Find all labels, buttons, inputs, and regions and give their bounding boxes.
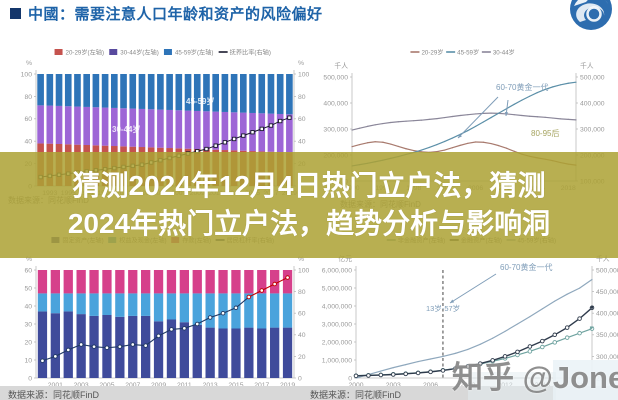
svg-text:60: 60 xyxy=(24,267,32,274)
svg-text:40: 40 xyxy=(298,332,306,339)
svg-text:2,000,000: 2,000,000 xyxy=(322,339,352,346)
footer-strip xyxy=(0,386,618,400)
svg-text:500,000: 500,000 xyxy=(596,267,618,274)
svg-text:60: 60 xyxy=(298,116,306,123)
svg-text:亿元: 亿元 xyxy=(338,254,352,263)
watermark-background-patch xyxy=(553,360,618,400)
svg-text:2015: 2015 xyxy=(228,382,243,389)
svg-text:%: % xyxy=(26,60,32,67)
svg-text:2005: 2005 xyxy=(99,382,114,389)
overlay-title-line2: 2024年热门立户法，趋势分析与影响洞 xyxy=(67,208,551,239)
svg-text:30-44岁: 30-44岁 xyxy=(112,124,140,134)
svg-text:2011: 2011 xyxy=(177,382,192,389)
svg-text:100: 100 xyxy=(21,71,33,78)
svg-text:40: 40 xyxy=(24,303,32,310)
svg-text:40: 40 xyxy=(24,139,32,146)
svg-text:500,000: 500,000 xyxy=(580,74,605,81)
svg-text:20: 20 xyxy=(298,354,306,361)
svg-text:0: 0 xyxy=(28,375,32,382)
svg-text:0: 0 xyxy=(298,375,302,382)
svg-text:千人: 千人 xyxy=(596,254,610,263)
svg-text:2007: 2007 xyxy=(125,382,140,389)
zhihu-watermark: 知乎 @Jones xyxy=(452,360,618,395)
svg-text:50: 50 xyxy=(24,285,32,292)
svg-text:%: % xyxy=(298,256,304,263)
svg-text:2003: 2003 xyxy=(386,382,401,389)
svg-text:6,000,000: 6,000,000 xyxy=(322,267,352,274)
title-bullet-icon xyxy=(10,8,21,19)
svg-text:80-95后: 80-95后 xyxy=(531,128,559,138)
watermark-background-patch xyxy=(468,372,556,400)
asset-growth-line-chart: 0 1,000,000 2,000,000 3,000,000 4,000,000 5,0… xyxy=(322,236,618,389)
svg-text:60-70黄金一代: 60-70黄金一代 xyxy=(500,262,552,272)
brand-swirl-logo-icon xyxy=(570,0,612,30)
svg-text:2006: 2006 xyxy=(423,382,438,389)
svg-text:千人: 千人 xyxy=(580,61,594,70)
svg-text:60: 60 xyxy=(24,116,32,123)
svg-text:2013: 2013 xyxy=(203,382,218,389)
svg-text:2009: 2009 xyxy=(460,382,475,389)
svg-text:13岁-57岁: 13岁-57岁 xyxy=(426,303,460,313)
svg-text:80: 80 xyxy=(298,94,306,101)
svg-text:45-59岁: 45-59岁 xyxy=(457,48,479,56)
svg-text:300,000: 300,000 xyxy=(323,126,348,133)
svg-text:500,000: 500,000 xyxy=(323,74,348,81)
svg-text:80: 80 xyxy=(298,289,306,296)
svg-text:60-70黄金一代: 60-70黄金一代 xyxy=(496,82,548,92)
svg-text:30: 30 xyxy=(24,321,32,328)
svg-text:400,000: 400,000 xyxy=(323,100,348,107)
svg-text:300,000: 300,000 xyxy=(596,354,618,361)
svg-text:%: % xyxy=(26,256,32,263)
svg-text:4,000,000: 4,000,000 xyxy=(322,303,352,310)
svg-text:100: 100 xyxy=(298,267,310,274)
svg-text:40: 40 xyxy=(298,139,306,146)
svg-text:2009: 2009 xyxy=(151,382,166,389)
svg-text:45-59岁(左轴): 45-59岁(左轴) xyxy=(175,48,214,56)
overlay-title-banner: 猜测2024年12月4日热门立户法，猜测 2024年热门立户法，趋势分析与影响洞 xyxy=(0,152,618,258)
svg-text:2000: 2000 xyxy=(348,382,363,389)
svg-text:30-44岁: 30-44岁 xyxy=(493,48,515,56)
svg-text:10: 10 xyxy=(24,357,32,364)
svg-text:400,000: 400,000 xyxy=(596,311,618,318)
svg-text:100: 100 xyxy=(298,71,310,78)
svg-text:20: 20 xyxy=(24,339,32,346)
svg-text:30-44岁(左轴): 30-44岁(左轴) xyxy=(120,48,159,56)
svg-text:0: 0 xyxy=(348,375,352,382)
svg-text:3,000,000: 3,000,000 xyxy=(322,321,352,328)
svg-text:45-59岁: 45-59岁 xyxy=(186,96,214,106)
svg-text:2019: 2019 xyxy=(280,382,295,389)
svg-text:千人: 千人 xyxy=(334,61,348,70)
svg-text:60: 60 xyxy=(298,311,306,318)
svg-text:2001: 2001 xyxy=(48,382,63,389)
svg-text:20-29岁(左轴): 20-29岁(左轴) xyxy=(66,48,105,56)
overlay-title-line1: 猜测2024年12月4日热门立户法，猜测 xyxy=(72,170,546,201)
source-note-bottom-left: 数据来源：同花顺FinD xyxy=(8,390,100,400)
svg-text:1,000,000: 1,000,000 xyxy=(322,357,352,364)
svg-text:%: % xyxy=(298,60,304,67)
source-note-bottom-right: 数据来源：同花顺FinD xyxy=(310,390,402,400)
svg-text:400,000: 400,000 xyxy=(580,100,605,107)
svg-text:80: 80 xyxy=(24,94,32,101)
svg-text:450,000: 450,000 xyxy=(596,289,618,296)
svg-text:2017: 2017 xyxy=(254,382,269,389)
svg-text:20-29岁: 20-29岁 xyxy=(421,48,443,56)
svg-text:抚养比率(右轴): 抚养比率(右轴) xyxy=(230,48,271,56)
svg-text:5,000,000: 5,000,000 xyxy=(322,285,352,292)
svg-text:300,000: 300,000 xyxy=(580,126,605,133)
page-title: 中國：需要注意人口年龄和资产的风险偏好 xyxy=(28,6,323,23)
svg-text:2003: 2003 xyxy=(74,382,89,389)
svg-text:350,000: 350,000 xyxy=(596,332,618,339)
